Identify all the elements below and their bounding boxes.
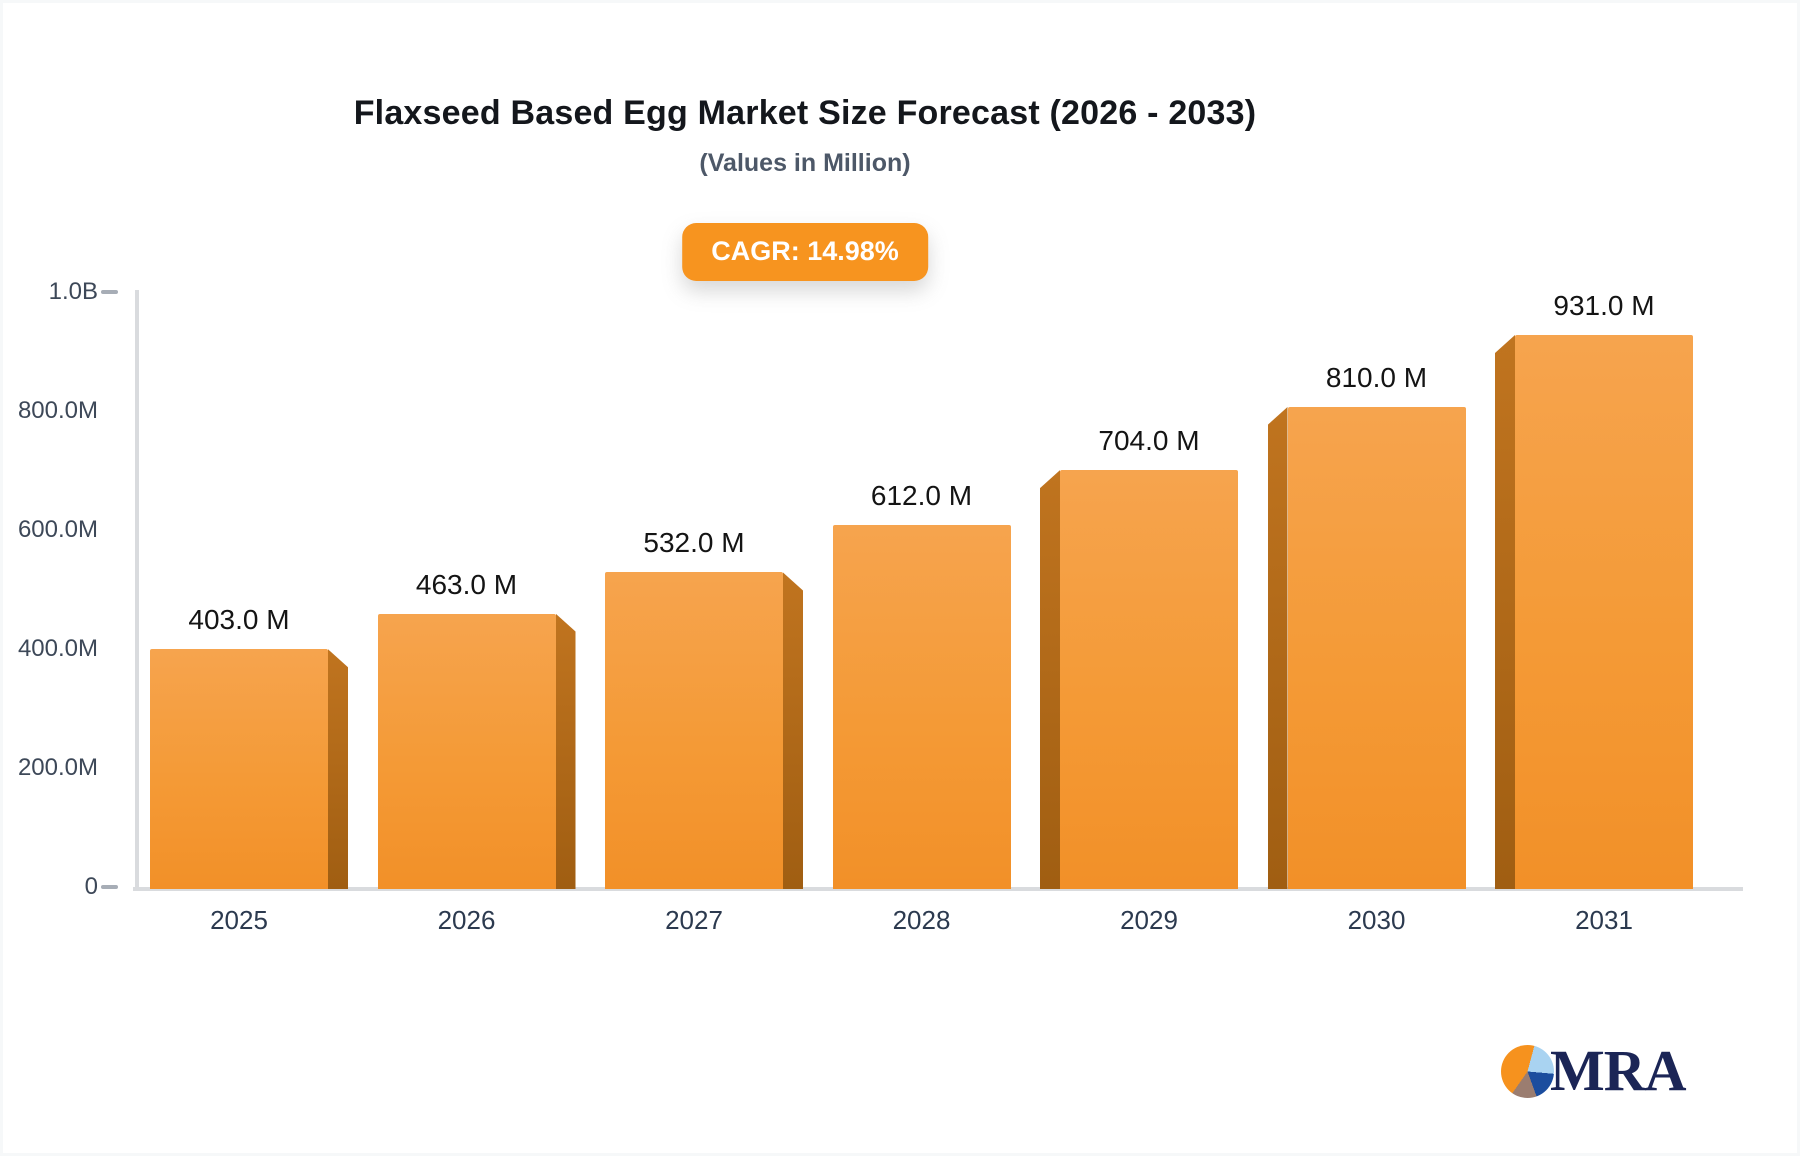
chart-title: Flaxseed Based Egg Market Size Forecast …	[353, 94, 1257, 132]
bar-2029	[1060, 470, 1238, 889]
y-tick-label: 0	[84, 873, 98, 900]
bar-side-face-2027	[783, 572, 803, 889]
bar-side-face-2026	[555, 613, 576, 889]
pie-chart-logo-icon	[1501, 1044, 1554, 1098]
y-tick-label: 200.0M	[17, 754, 98, 781]
x-axis-label-2027: 2027	[665, 905, 723, 935]
y-tick-label: 400.0M	[17, 635, 98, 662]
bar-side-face-2025	[328, 649, 348, 889]
x-axis-label-2031: 2031	[1575, 905, 1633, 935]
bar-value-label-2025: 403.0 M	[188, 604, 290, 636]
bar-value-label-2031: 931.0 M	[1553, 290, 1655, 322]
bar-2031	[1515, 335, 1693, 889]
cagr-badge: CAGR: 14.98%	[682, 223, 928, 281]
y-tick-label: 800.0M	[17, 397, 98, 424]
mra-logo: MRA	[1501, 1038, 1687, 1104]
y-axis-line	[135, 290, 139, 891]
x-axis-label-2030: 2030	[1347, 905, 1406, 935]
bar-value-label-2028: 612.0 M	[870, 479, 973, 511]
x-axis-label-2025: 2025	[210, 905, 268, 935]
bar-value-label-2026: 463.0 M	[415, 568, 518, 600]
y-tick-label: 1.0B	[48, 278, 98, 305]
bar-value-label-2030: 810.0 M	[1325, 362, 1428, 394]
x-axis-label-2026: 2026	[437, 905, 496, 935]
bar-2027	[605, 572, 783, 889]
x-axis-label-2029: 2029	[1120, 905, 1178, 935]
bar-2028	[832, 524, 1011, 889]
x-axis-baseline	[133, 887, 1743, 891]
bar-side-face-2030	[1267, 407, 1288, 889]
bar-value-label-2027: 532.0 M	[643, 527, 745, 559]
y-tick-mark	[101, 290, 118, 294]
bar-2026	[377, 613, 556, 889]
bar-value-label-2029: 704.0 M	[1098, 425, 1200, 457]
bar-2025	[150, 649, 328, 889]
y-tick-label: 600.0M	[17, 516, 98, 543]
chart-subtitle: (Values in Million)	[699, 149, 911, 177]
bar-side-face-2031	[1495, 335, 1515, 889]
x-axis-label-2028: 2028	[892, 905, 951, 935]
bar-2030	[1287, 407, 1466, 889]
logo-text: MRA	[1550, 1038, 1687, 1103]
bar-side-face-2029	[1040, 470, 1060, 889]
y-tick-mark	[101, 885, 118, 889]
